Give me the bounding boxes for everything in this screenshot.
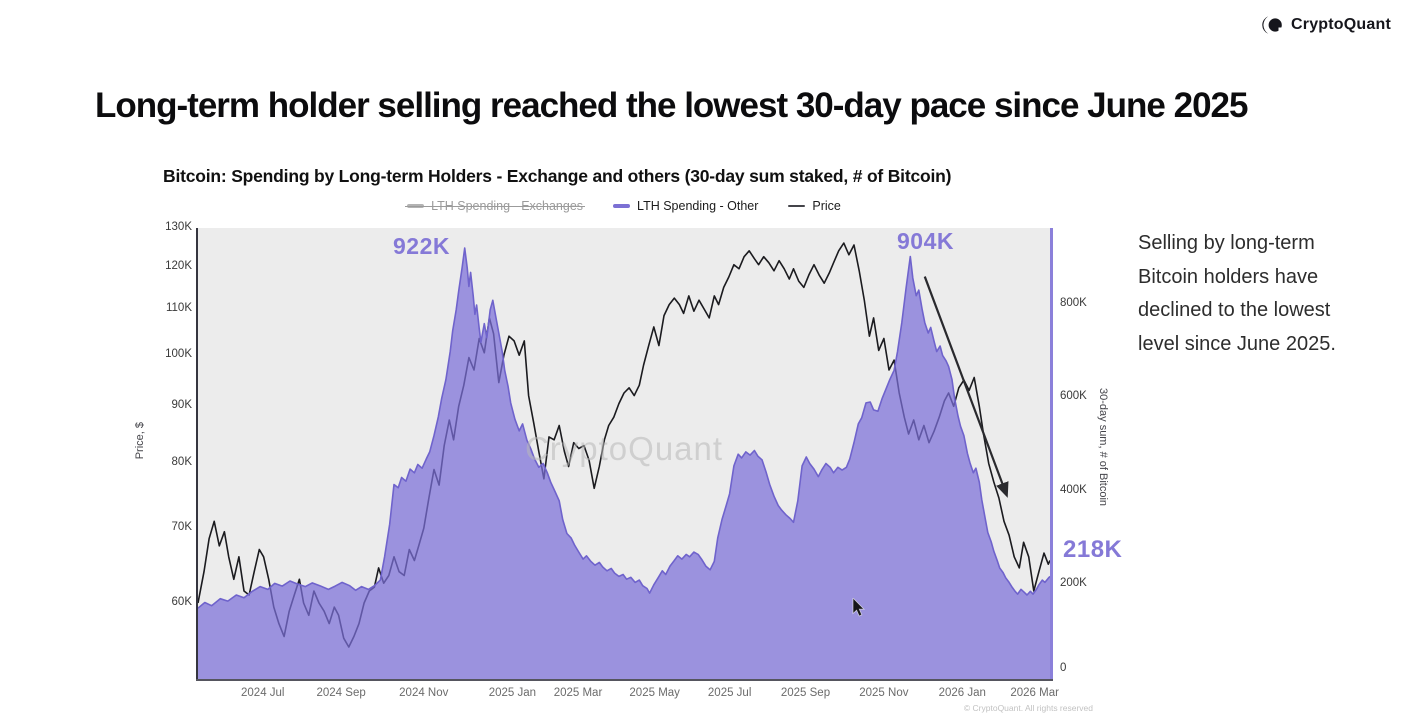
left-axis-line: [196, 228, 199, 680]
cryptoquant-logo: CryptoQuant: [1260, 14, 1391, 36]
chart-legend: LTH Spending - Exchanges LTH Spending - O…: [190, 199, 1058, 213]
left-axis-tick-label: 120K: [165, 259, 192, 272]
chart-canvas: [198, 242, 1050, 679]
legend-swatch: [788, 205, 806, 207]
x-axis-tick-label: 2026 Jan: [938, 687, 986, 699]
x-axis-line: [196, 679, 1053, 681]
x-axis-tick-label: 2025 Jul: [707, 687, 752, 699]
x-axis-tick-label: 2024 Nov: [399, 687, 449, 699]
left-axis-tick-label: 100K: [165, 348, 192, 361]
lth-spending-area-series: [198, 248, 1050, 679]
x-axis-tick-label: 2025 Sep: [780, 687, 831, 699]
legend-label: Price: [812, 199, 841, 213]
legend-label: LTH Spending - Other: [637, 199, 759, 213]
legend-swatch: [613, 204, 631, 208]
cryptoquant-logo-text: CryptoQuant: [1291, 16, 1391, 33]
left-axis-tick-label: 130K: [165, 220, 192, 233]
x-axis-tick-label: 2026 Mar: [1010, 687, 1059, 699]
chart-plot-area[interactable]: [198, 228, 1050, 679]
annotation-peak-904k: 904K: [897, 228, 954, 254]
chart-title: Bitcoin: Spending by Long-term Holders -…: [163, 166, 952, 186]
left-axis-tick-label: 80K: [171, 456, 192, 469]
right-axis-title: 30-day sum, # of Bitcoin: [1097, 388, 1109, 507]
right-axis-tick-label: 400K: [1060, 483, 1087, 496]
lth-spending-area-outline: [198, 247, 1050, 609]
right-axis-tick-label: 200K: [1060, 576, 1087, 589]
right-edge-marker-bar: [1050, 228, 1054, 679]
annotation-peak-922k: 922K: [393, 233, 450, 259]
decline-trend-arrow: [923, 276, 1009, 498]
x-axis-tick-label: 2025 Jan: [488, 687, 537, 699]
x-axis-tick-label: 2025 Nov: [859, 687, 909, 699]
legend-item-lth-spending-exchanges[interactable]: LTH Spending - Exchanges: [405, 199, 585, 213]
right-axis-tick-label: 600K: [1060, 390, 1087, 403]
legend-swatch: [407, 204, 425, 208]
left-axis-tick-label: 60K: [171, 596, 192, 608]
left-axis-title: Price, $: [134, 422, 146, 460]
cryptoquant-logo-icon: [1262, 16, 1285, 34]
left-axis-tick-label: 90K: [171, 399, 192, 412]
left-axis-tick-label: 70K: [171, 521, 192, 534]
x-axis-tick-label: 2024 Jul: [241, 687, 285, 699]
annotation-current-218k: 218K: [1063, 536, 1123, 563]
copyright-footer: © CryptoQuant. All rights reserved: [963, 703, 1093, 713]
x-axis-tick-label: 2025 May: [629, 687, 680, 699]
side-note-text: Selling by long-term Bitcoin holders hav…: [1138, 232, 1336, 355]
legend-item-lth-spending-other[interactable]: LTH Spending - Other: [613, 199, 758, 213]
x-axis-tick-label: 2025 Mar: [553, 687, 603, 699]
right-axis-tick-label: 0: [1060, 662, 1067, 674]
x-axis-tick-label: 2024 Sep: [316, 687, 366, 699]
legend-item-price[interactable]: Price: [788, 199, 841, 213]
left-axis-tick-label: 110K: [165, 301, 192, 314]
page-title: Long-term holder selling reached the low…: [95, 86, 1248, 125]
right-axis-tick-label: 800K: [1060, 297, 1087, 309]
legend-label: LTH Spending - Exchanges: [431, 199, 584, 213]
